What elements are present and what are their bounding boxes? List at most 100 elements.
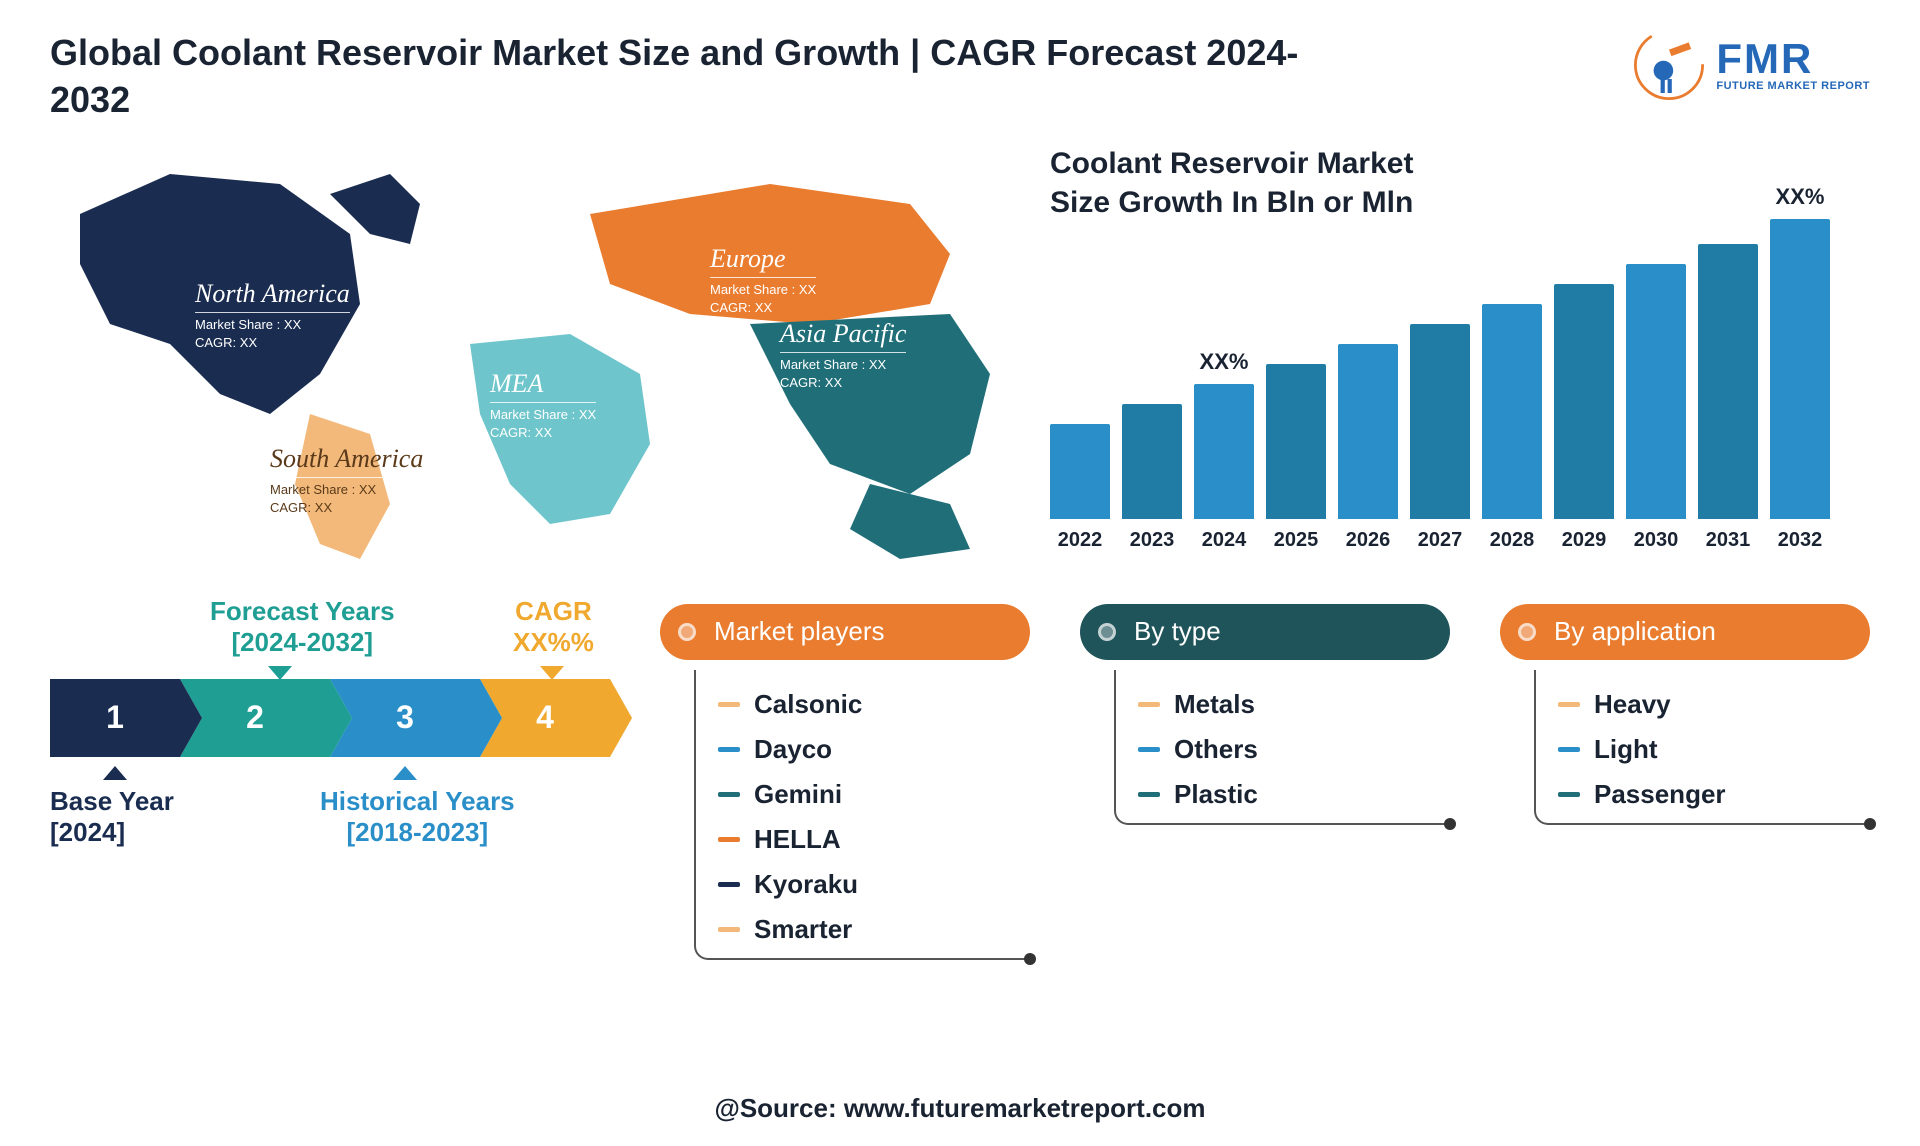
bar-column: 2028 — [1482, 304, 1542, 552]
bar-year: 2028 — [1490, 529, 1535, 552]
chart-title: Coolant Reservoir Market Size Growth In … — [1050, 144, 1470, 222]
region-label: South America Market Share : XX CAGR: XX — [270, 444, 423, 517]
segment-item-label: Dayco — [754, 734, 832, 765]
region-cagr: CAGR: XX — [195, 334, 350, 352]
world-map: North America Market Share : XX CAGR: XX… — [50, 144, 1010, 564]
segment-item: Kyoraku — [718, 862, 1030, 907]
bar-column: 2022 — [1050, 424, 1110, 552]
segment-title: Market players — [714, 616, 885, 647]
dot-icon — [678, 623, 696, 641]
segment-item-label: Heavy — [1594, 689, 1671, 720]
region-cagr: CAGR: XX — [490, 424, 596, 442]
logo-text: FMR — [1716, 38, 1813, 80]
bar-tag: XX% — [1200, 349, 1249, 375]
bar-column: 2031 — [1698, 244, 1758, 552]
bar-year: 2024 — [1202, 529, 1247, 552]
bar-year: 2026 — [1346, 529, 1391, 552]
bullet-icon — [718, 837, 740, 842]
bar-year: 2023 — [1130, 529, 1175, 552]
bar-chart: Coolant Reservoir Market Size Growth In … — [1050, 144, 1870, 564]
base-year-value: [2024] — [50, 817, 174, 848]
bar — [1482, 304, 1542, 519]
bar-column: 2027 — [1410, 324, 1470, 552]
bar — [1554, 284, 1614, 519]
bar — [1266, 364, 1326, 519]
page-title: Global Coolant Reservoir Market Size and… — [50, 30, 1350, 124]
timeline: Forecast Years [2024-2032] CAGR XX%% 123… — [50, 604, 610, 757]
segment-item: Plastic — [1138, 772, 1450, 817]
bar — [1770, 219, 1830, 519]
segment-title: By application — [1554, 616, 1716, 647]
bar — [1338, 344, 1398, 519]
forecast-range: [2024-2032] — [210, 627, 395, 658]
segment-bracket: Heavy Light Passenger — [1534, 670, 1870, 825]
segment-item-label: Gemini — [754, 779, 842, 810]
segment-item: Metals — [1138, 682, 1450, 727]
bar-year: 2032 — [1778, 529, 1823, 552]
cagr-label: CAGR — [513, 596, 594, 627]
segment-item: Calsonic — [718, 682, 1030, 727]
bar-column: XX% 2032 — [1770, 219, 1830, 552]
region-name: Europe — [710, 244, 816, 274]
region-name: Asia Pacific — [780, 319, 906, 349]
bullet-icon — [1558, 792, 1580, 797]
logo: FMR FUTURE MARKET REPORT — [1634, 30, 1870, 100]
bar-year: 2030 — [1634, 529, 1679, 552]
bar-column: 2023 — [1122, 404, 1182, 552]
triangle-down-icon — [540, 666, 564, 680]
region-cagr: CAGR: XX — [270, 499, 423, 517]
telescope-icon — [1634, 30, 1704, 100]
bar-year: 2031 — [1706, 529, 1751, 552]
bar — [1050, 424, 1110, 519]
bar-year: 2027 — [1418, 529, 1463, 552]
bullet-icon — [1138, 792, 1160, 797]
region-label: MEA Market Share : XX CAGR: XX — [490, 369, 596, 442]
segment-bracket: Metals Others Plastic — [1114, 670, 1450, 825]
segment-column: By application Heavy Light Passenger — [1500, 604, 1870, 960]
segment-item: Passenger — [1558, 772, 1870, 817]
timeline-step: 2 — [180, 679, 330, 757]
bullet-icon — [1558, 702, 1580, 707]
region-label: North America Market Share : XX CAGR: XX — [195, 279, 350, 352]
bullet-icon — [1558, 747, 1580, 752]
region-share: Market Share : XX — [195, 316, 350, 334]
bar-year: 2025 — [1274, 529, 1319, 552]
bullet-icon — [718, 747, 740, 752]
triangle-up-icon — [393, 766, 417, 780]
bullet-icon — [1138, 702, 1160, 707]
segment-item: Dayco — [718, 727, 1030, 772]
bar — [1626, 264, 1686, 519]
segment-item: Others — [1138, 727, 1450, 772]
bullet-icon — [1138, 747, 1160, 752]
region-share: Market Share : XX — [710, 281, 816, 299]
segment-item: Heavy — [1558, 682, 1870, 727]
bullet-icon — [718, 882, 740, 887]
bar — [1122, 404, 1182, 519]
region-name: North America — [195, 279, 350, 309]
bar-year: 2029 — [1562, 529, 1607, 552]
forecast-label: Forecast Years — [210, 596, 395, 627]
bar — [1194, 384, 1254, 519]
historical-label: Historical Years — [320, 786, 515, 817]
segment-item: Smarter — [718, 907, 1030, 952]
region-share: Market Share : XX — [780, 356, 906, 374]
region-label: Europe Market Share : XX CAGR: XX — [710, 244, 816, 317]
region-share: Market Share : XX — [490, 406, 596, 424]
historical-range: [2018-2023] — [320, 817, 515, 848]
segment-item-label: HELLA — [754, 824, 841, 855]
segment-item-label: Metals — [1174, 689, 1255, 720]
bar-column: XX% 2024 — [1194, 384, 1254, 552]
segment-item: Gemini — [718, 772, 1030, 817]
segment-item-label: Smarter — [754, 914, 852, 945]
segment-bracket: Calsonic Dayco Gemini HELLA Kyoraku Smar… — [694, 670, 1030, 960]
dot-icon — [1518, 623, 1536, 641]
bullet-icon — [718, 792, 740, 797]
bar — [1410, 324, 1470, 519]
segment-item-label: Light — [1594, 734, 1658, 765]
bar-column: 2029 — [1554, 284, 1614, 552]
segment-item: Light — [1558, 727, 1870, 772]
logo-subtitle: FUTURE MARKET REPORT — [1716, 80, 1870, 92]
segment-item-label: Passenger — [1594, 779, 1726, 810]
segment-column: Market players Calsonic Dayco Gemini HEL… — [660, 604, 1030, 960]
cagr-value: XX%% — [513, 627, 594, 658]
